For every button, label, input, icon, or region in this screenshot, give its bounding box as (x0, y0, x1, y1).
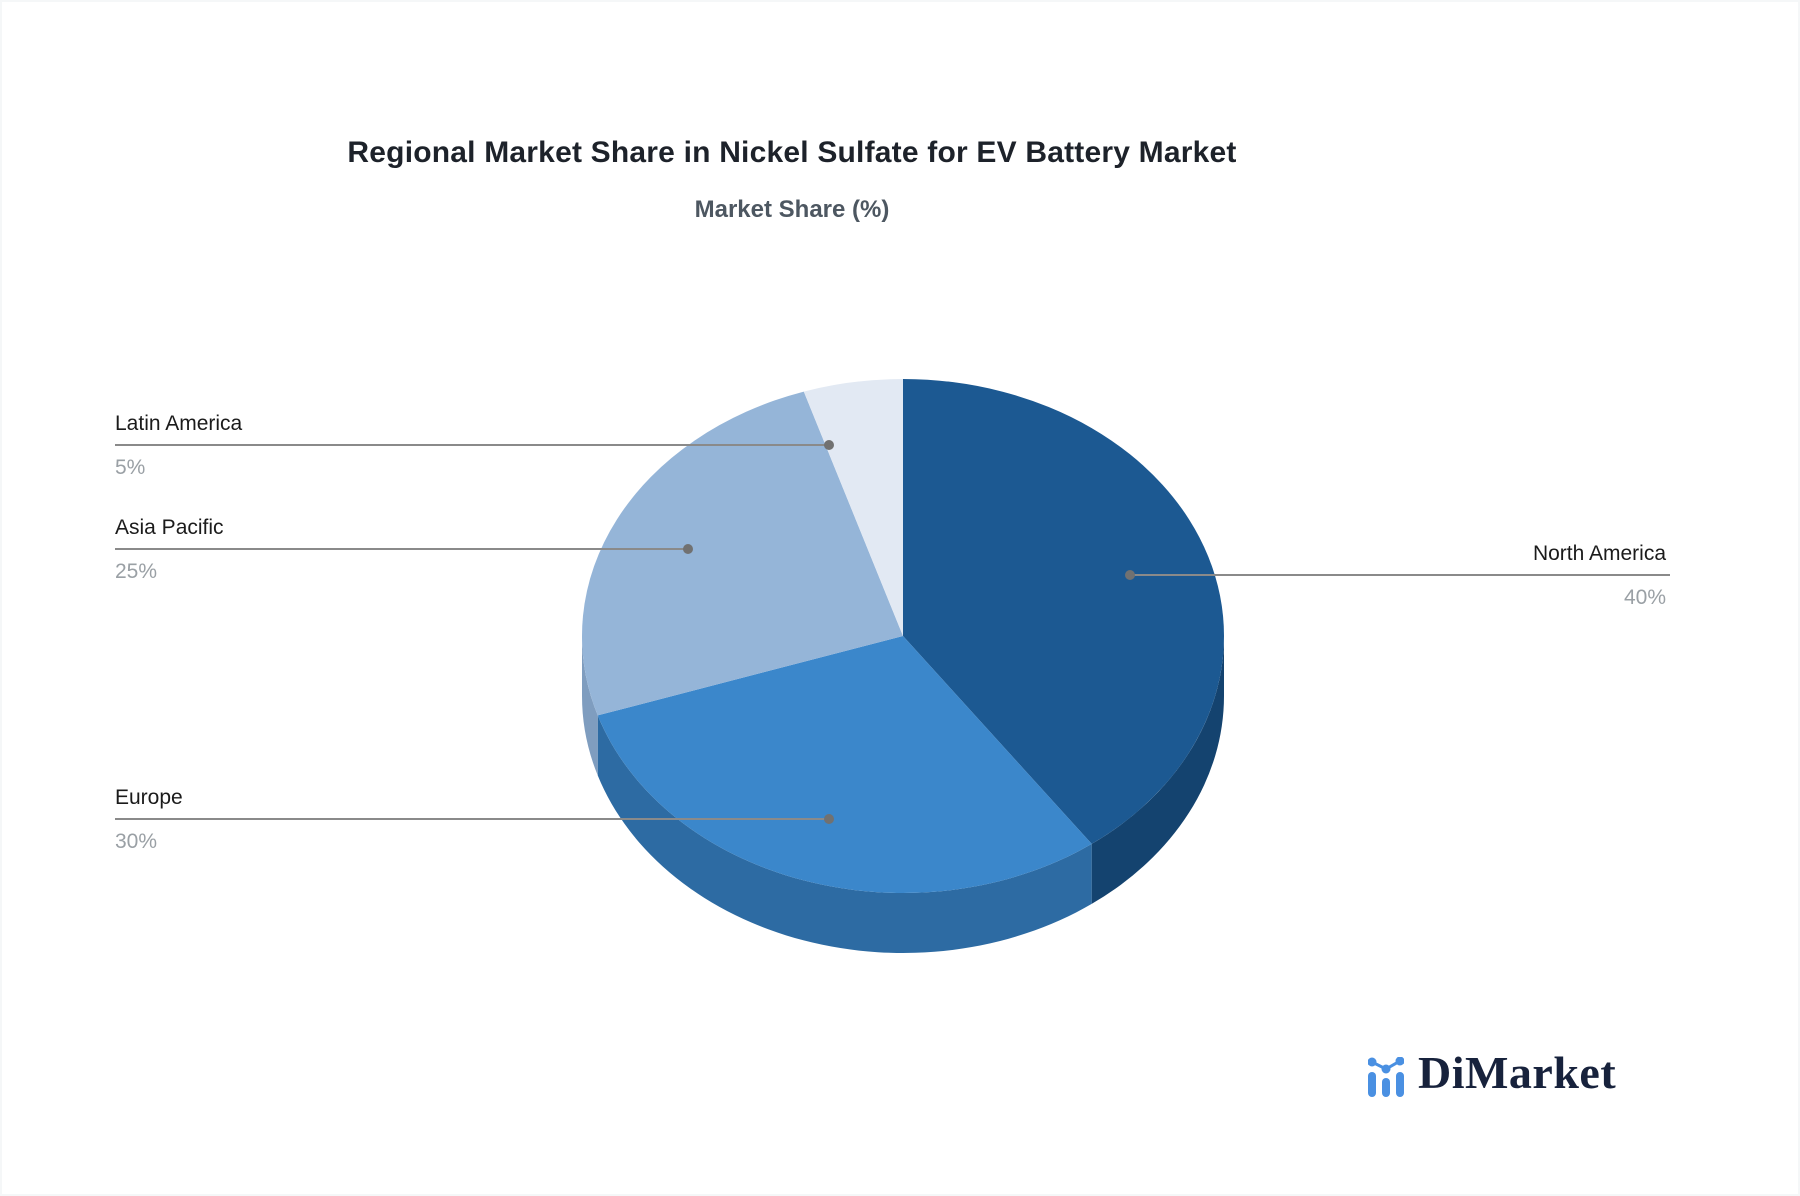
pie-slice-europe[interactable] (597, 636, 1092, 893)
dimarket-logo: DiMarket (1368, 1046, 1616, 1099)
slice-label-asia-pacific: Asia Pacific (115, 516, 224, 539)
chart-title: Regional Market Share in Nickel Sulfate … (347, 136, 1237, 169)
bar-chart-trend-icon (1368, 1056, 1404, 1097)
logo-text: DiMarket (1418, 1047, 1617, 1098)
leader-dot-europe (824, 814, 834, 824)
slice-value-latin-america: 5% (115, 456, 146, 479)
slice-label-latin-america: Latin America (115, 412, 243, 435)
leader-dot-latin-america (824, 440, 834, 450)
slice-value-asia-pacific: 25% (115, 560, 158, 583)
pie-slice-asia-pacific[interactable] (582, 391, 903, 716)
slice-label-europe: Europe (115, 786, 183, 809)
pie-slice-north-america-side (1091, 636, 1224, 904)
slice-value-europe: 30% (115, 830, 158, 853)
slice-value-north-america: 40% (1623, 586, 1666, 609)
pie-slice-north-america[interactable] (903, 379, 1224, 844)
leader-dot-asia-pacific (683, 544, 693, 554)
chart-subtitle: Market Share (%) (694, 196, 890, 223)
slice-label-north-america: North America (1532, 542, 1666, 565)
pie-slice-asia-pacific-side (582, 636, 598, 776)
leader-dot-north-america (1125, 570, 1135, 580)
pie-slice-europe-side (597, 715, 1092, 953)
